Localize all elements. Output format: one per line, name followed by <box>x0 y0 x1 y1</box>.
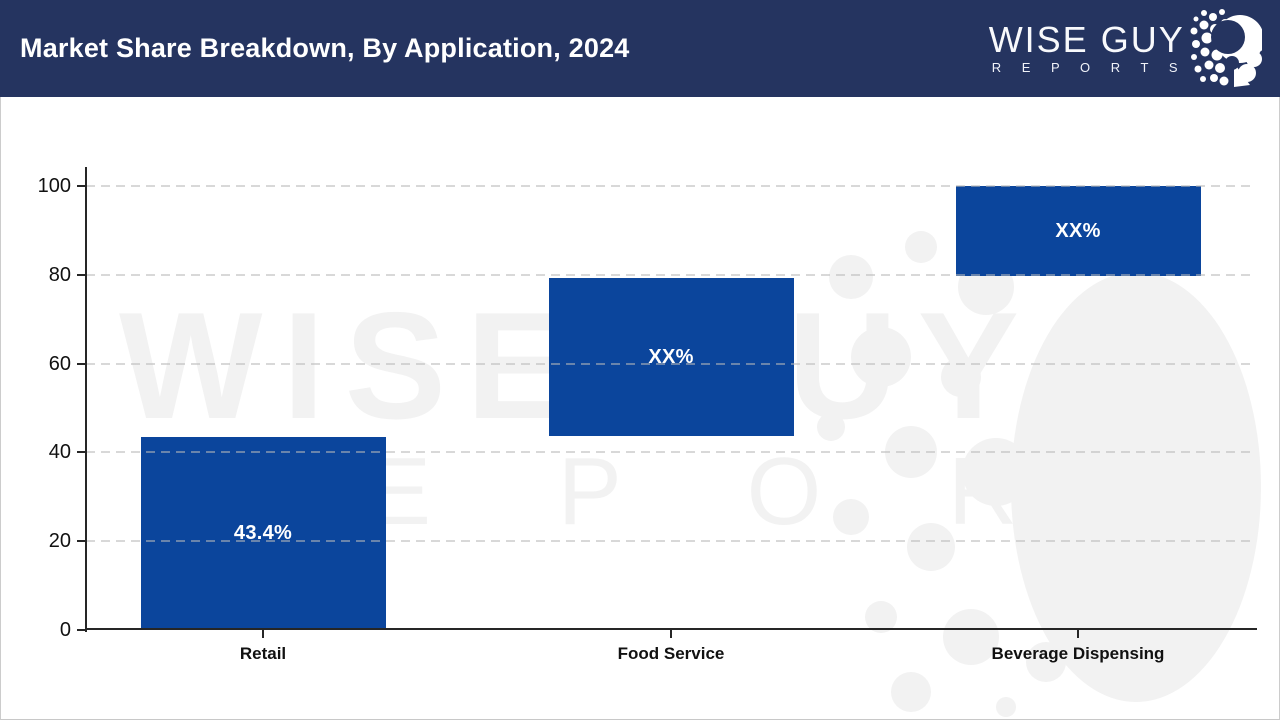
bar-retail: 43.4% <box>140 437 386 630</box>
logo-text: WISE GUY R E P O R T S <box>988 19 1186 76</box>
y-tick-label-60: 60 <box>48 352 71 375</box>
chart-area: WISE GUY R E P O R T S 43.4%XX%XX% 02040… <box>0 97 1280 720</box>
x-tick-food-service <box>670 630 672 638</box>
wise-guy-reports-logo: WISE GUY R E P O R T S <box>989 7 1262 91</box>
y-tick-label-20: 20 <box>48 530 71 553</box>
bar-value-label-retail: 43.4% <box>233 522 293 545</box>
logo-head-icon <box>1190 8 1262 87</box>
y-tick-80 <box>77 273 85 276</box>
watermark-head-icon <box>817 231 1261 717</box>
y-tick-20 <box>77 540 85 543</box>
bar-value-label-food-service: XX% <box>648 345 694 368</box>
grid-line-40 <box>86 451 1256 454</box>
y-tick-60 <box>77 362 85 365</box>
y-tick-label-80: 80 <box>48 263 71 286</box>
y-axis-line <box>85 167 87 632</box>
y-tick-0 <box>77 629 85 631</box>
y-tick-label-0: 0 <box>59 619 71 641</box>
x-tick-retail <box>262 630 264 638</box>
grid-line-20 <box>86 540 1256 543</box>
x-category-label-food-service: Food Service <box>617 644 725 663</box>
grid-line-100 <box>86 185 1256 187</box>
bar-food-service: XX% <box>548 277 794 437</box>
bar-beverage-dispensing: XX% <box>955 186 1201 277</box>
header-bar: Market Share Breakdown, By Application, … <box>0 0 1280 97</box>
y-tick-label-100: 100 <box>37 175 71 197</box>
y-tick-label-40: 40 <box>48 441 71 464</box>
logo-wordmark: WISE GUY <box>988 19 1185 60</box>
y-tick-100 <box>77 185 85 187</box>
bar-value-label-beverage-dispensing: XX% <box>1055 219 1101 242</box>
logo-subtitle: R E P O R T S <box>991 60 1186 75</box>
x-category-label-retail: Retail <box>239 644 287 663</box>
x-category-label-beverage-dispensing: Beverage Dispensing <box>991 644 1165 663</box>
x-axis-line <box>85 628 1257 630</box>
x-tick-beverage-dispensing <box>1077 630 1079 638</box>
y-tick-40 <box>77 451 85 454</box>
grid-line-80 <box>86 273 1256 276</box>
grid-line-60 <box>86 362 1256 365</box>
chart-title: Market Share Breakdown, By Application, … <box>20 33 630 63</box>
plot-area: 43.4% XX% XX% <box>86 185 1256 630</box>
